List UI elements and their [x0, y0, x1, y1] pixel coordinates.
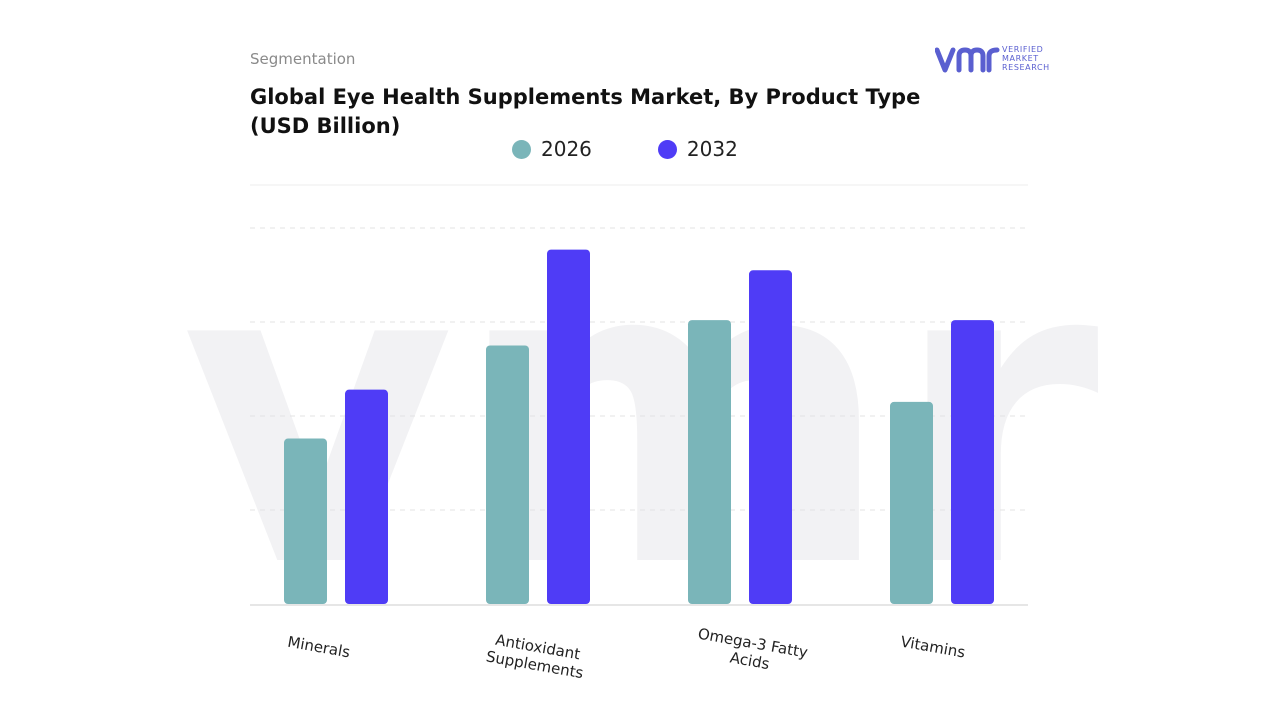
chart-legend: 2026 2032	[512, 136, 804, 162]
legend-label-2032: 2032	[686, 137, 738, 161]
vmr-logo-icon	[935, 47, 1000, 73]
legend-item-2032: 2032	[657, 137, 738, 161]
chart-title: Global Eye Health Supplements Market, By…	[250, 85, 921, 138]
bar-2032-3	[951, 320, 994, 604]
bar-2026-0	[284, 438, 327, 604]
logo-wordmark: VERIFIED MARKET RESEARCH	[1002, 45, 1050, 72]
bar-2032-2	[749, 270, 792, 604]
legend-swatch-2032	[657, 139, 677, 159]
bar-2026-2	[688, 320, 731, 604]
legend-label-2026: 2026	[541, 137, 592, 161]
legend-item-2026: 2026	[512, 137, 592, 161]
bar-2032-1	[547, 249, 590, 604]
legend-swatch-2026	[512, 139, 531, 159]
bar-2032-0	[345, 389, 388, 604]
bar-2026-3	[890, 401, 933, 604]
logo-line-2: MARKET	[1002, 54, 1039, 63]
logo-line-1: VERIFIED	[1002, 45, 1044, 54]
bar-2026-1	[486, 345, 529, 604]
segment-label: Segmentation	[250, 50, 356, 68]
logo-line-3: RESEARCH	[1002, 63, 1050, 72]
